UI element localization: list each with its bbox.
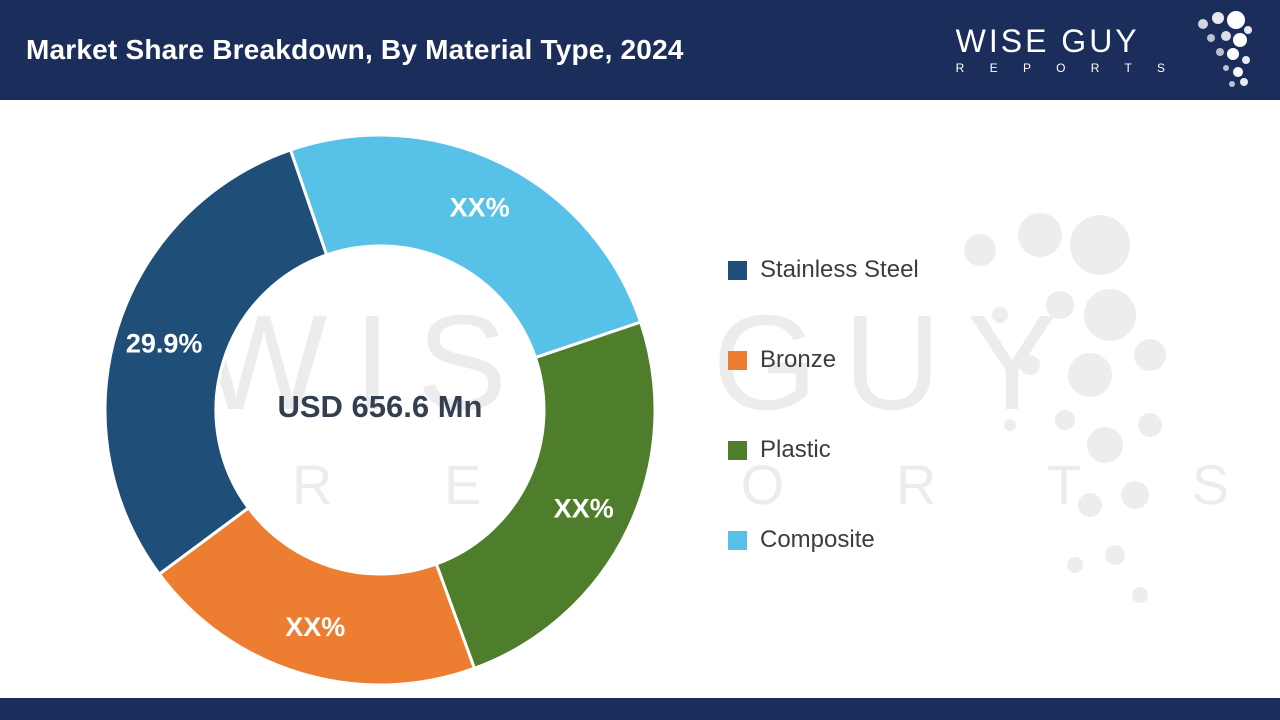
legend-label: Stainless Steel [760, 256, 919, 283]
legend-swatch [728, 530, 747, 550]
logo-head-icon [1198, 11, 1252, 87]
legend-item: Bronze [728, 346, 919, 374]
legend-swatch [728, 260, 747, 280]
segment-label-plastic: XX% [554, 493, 614, 523]
donut-chart: XX% XX% XX% 29.9% [103, 133, 657, 687]
legend-swatch [728, 350, 747, 370]
watermark-head-graphic [964, 213, 1166, 603]
legend-label: Plastic [760, 436, 831, 463]
header-bar: Market Share Breakdown, By Material Type… [0, 0, 1280, 100]
chart-area: WISE GUY R E P O R T S XX% XX% XX% 29.9% US… [0, 100, 1280, 698]
logo-text: WISE GUY R E P O R T S [956, 25, 1176, 75]
donut-segment-composite [288, 133, 643, 360]
legend-item: Composite [728, 526, 919, 554]
legend-label: Composite [760, 526, 875, 553]
footer-bar [0, 698, 1280, 720]
legend-item: Plastic [728, 436, 919, 464]
donut-center-value: USD 656.6 Mn [277, 389, 483, 424]
segment-label-composite: XX% [450, 193, 510, 223]
chart-legend: Stainless Steel Bronze Plastic Composite [728, 256, 919, 554]
legend-swatch [728, 440, 747, 460]
watermark-subtext: R E P O R T S [292, 453, 1278, 516]
logo-subtext: R E P O R T S [955, 61, 1176, 75]
legend-item: Stainless Steel [728, 256, 919, 284]
segment-label-stainless-steel: 29.9% [126, 329, 203, 359]
donut-segment-bronze [157, 505, 477, 687]
legend-label: Bronze [760, 346, 837, 373]
donut-segment-stainless-steel [103, 148, 329, 577]
page-title: Market Share Breakdown, By Material Type… [26, 34, 684, 65]
brand-logo: WISE GUY R E P O R T S [956, 8, 1254, 92]
segment-label-bronze: XX% [285, 612, 345, 642]
donut-segment-plastic [434, 320, 657, 671]
logo-wordmark: WISE GUY [955, 23, 1140, 59]
